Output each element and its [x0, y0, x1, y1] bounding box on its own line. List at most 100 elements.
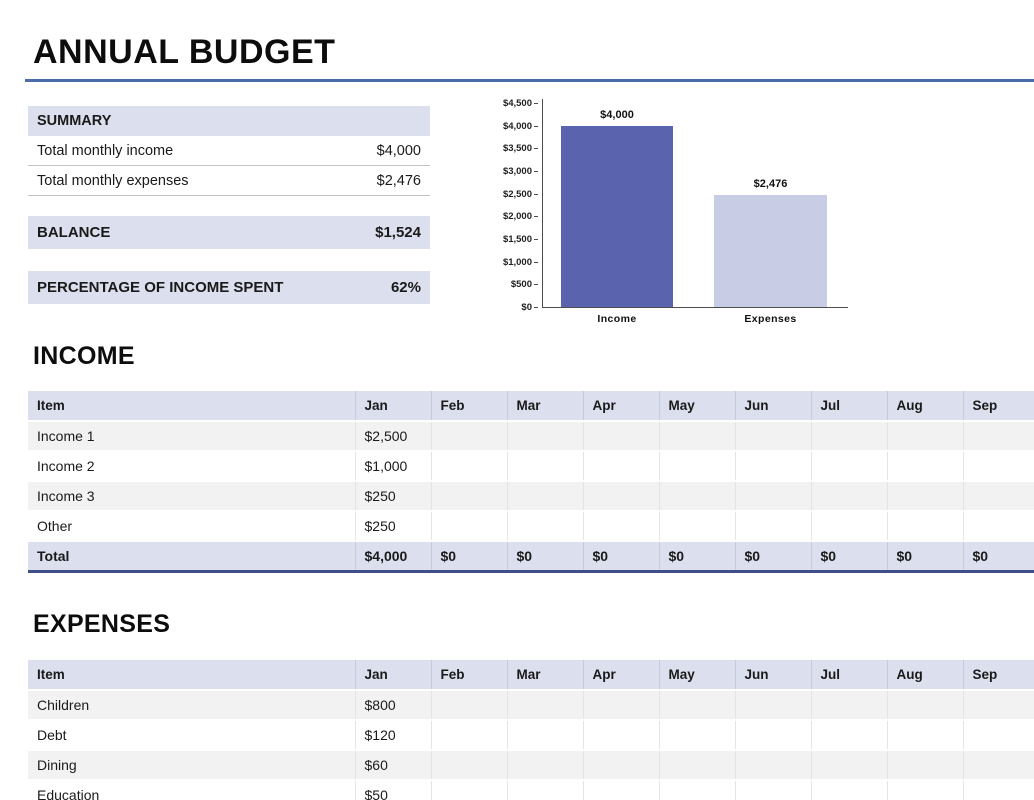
total-monthly-expenses-value[interactable]: $2,476	[376, 172, 421, 189]
value-cell[interactable]	[658, 690, 735, 721]
item-cell[interactable]: Children	[28, 690, 355, 721]
total-monthly-income-value[interactable]: $4,000	[376, 142, 421, 159]
value-cell[interactable]: $120	[354, 720, 431, 751]
page-title: ANNUAL BUDGET	[33, 33, 336, 71]
value-cell[interactable]	[658, 451, 735, 482]
value-cell[interactable]: $60	[354, 750, 431, 781]
y-tick-mark	[534, 171, 538, 172]
value-cell[interactable]	[582, 690, 659, 721]
value-cell[interactable]	[810, 750, 887, 781]
summary-panel: SUMMARY Total monthly income $4,000 Tota…	[28, 106, 430, 304]
value-cell[interactable]	[734, 750, 811, 781]
value-cell[interactable]	[962, 780, 1034, 800]
value-cell[interactable]	[810, 451, 887, 482]
value-cell[interactable]	[430, 750, 507, 781]
value-cell[interactable]	[430, 421, 507, 452]
value-cell[interactable]: $800	[354, 690, 431, 721]
value-cell[interactable]	[582, 780, 659, 800]
y-tick-label: $3,000	[502, 166, 532, 177]
value-cell[interactable]	[430, 780, 507, 800]
value-cell[interactable]: $250	[354, 481, 431, 512]
value-cell[interactable]	[506, 720, 583, 751]
value-cell[interactable]	[506, 481, 583, 512]
value-cell[interactable]	[810, 690, 887, 721]
chart-y-axis	[542, 99, 543, 308]
value-cell[interactable]	[810, 780, 887, 800]
item-cell[interactable]: Other	[28, 511, 355, 542]
value-cell[interactable]	[962, 720, 1034, 751]
value-cell[interactable]	[962, 750, 1034, 781]
total-row: Total $4,000 $0 $0 $0 $0 $0 $0 $0 $0	[28, 541, 1034, 573]
value-cell[interactable]	[886, 451, 963, 482]
y-tick-mark	[534, 103, 538, 104]
column-header-apr: Apr	[582, 660, 659, 691]
percentage-label: PERCENTAGE OF INCOME SPENT	[37, 279, 284, 296]
value-cell[interactable]	[886, 421, 963, 452]
value-cell[interactable]	[430, 481, 507, 512]
item-cell[interactable]: Dining	[28, 750, 355, 781]
value-cell[interactable]	[506, 511, 583, 542]
value-cell[interactable]: $1,000	[354, 451, 431, 482]
value-cell[interactable]	[430, 690, 507, 721]
value-cell[interactable]	[734, 451, 811, 482]
percentage-value[interactable]: 62%	[390, 279, 421, 296]
value-cell[interactable]	[506, 750, 583, 781]
value-cell[interactable]	[734, 511, 811, 542]
value-cell[interactable]	[734, 421, 811, 452]
value-cell[interactable]	[430, 451, 507, 482]
value-cell[interactable]	[886, 780, 963, 800]
value-cell[interactable]	[506, 451, 583, 482]
column-header-may: May	[658, 391, 735, 422]
value-cell[interactable]	[658, 720, 735, 751]
value-cell[interactable]	[734, 780, 811, 800]
value-cell[interactable]	[962, 421, 1034, 452]
value-cell[interactable]	[810, 421, 887, 452]
value-cell[interactable]	[810, 511, 887, 542]
y-tick-label: $3,500	[502, 143, 532, 155]
value-cell[interactable]: $50	[354, 780, 431, 800]
value-cell[interactable]: $250	[354, 511, 431, 542]
value-cell[interactable]	[886, 511, 963, 542]
column-header-jan: Jan	[354, 660, 431, 691]
value-cell[interactable]	[658, 780, 735, 800]
item-cell[interactable]: Income 2	[28, 451, 355, 482]
y-tick-mark	[534, 261, 538, 263]
income-expenses-chart[interactable]: $4,500 $4,000 $3,500 $3,000 $2,500 $2,000 $1,5…	[495, 95, 855, 340]
item-cell[interactable]: Income 1	[28, 421, 355, 452]
value-cell[interactable]	[658, 481, 735, 512]
item-cell[interactable]: Income 3	[28, 481, 355, 512]
value-cell[interactable]	[734, 690, 811, 721]
value-cell[interactable]	[810, 720, 887, 751]
value-cell[interactable]	[430, 511, 507, 542]
value-cell[interactable]	[962, 481, 1034, 512]
value-cell[interactable]	[506, 690, 583, 721]
value-cell[interactable]	[582, 750, 659, 781]
expenses-bar	[714, 195, 827, 307]
value-cell[interactable]	[582, 720, 659, 751]
value-cell[interactable]: $2,500	[354, 421, 431, 452]
balance-value[interactable]: $1,524	[375, 224, 421, 241]
value-cell[interactable]	[506, 421, 583, 452]
item-cell[interactable]: Debt	[28, 720, 355, 751]
value-cell[interactable]	[962, 451, 1034, 482]
value-cell[interactable]	[658, 421, 735, 452]
item-cell[interactable]: Education	[28, 780, 355, 800]
value-cell[interactable]	[886, 750, 963, 781]
value-cell[interactable]	[582, 481, 659, 512]
value-cell[interactable]	[658, 511, 735, 542]
value-cell[interactable]	[430, 720, 507, 751]
value-cell[interactable]	[962, 511, 1034, 542]
value-cell[interactable]	[506, 780, 583, 800]
value-cell[interactable]	[582, 511, 659, 542]
value-cell[interactable]	[810, 481, 887, 512]
value-cell[interactable]	[734, 720, 811, 751]
value-cell[interactable]	[962, 690, 1034, 721]
value-cell[interactable]	[658, 750, 735, 781]
value-cell[interactable]	[886, 690, 963, 721]
value-cell[interactable]	[582, 451, 659, 482]
value-cell[interactable]	[886, 720, 963, 751]
value-cell[interactable]	[734, 481, 811, 512]
value-cell[interactable]	[886, 481, 963, 512]
value-cell[interactable]	[582, 421, 659, 452]
